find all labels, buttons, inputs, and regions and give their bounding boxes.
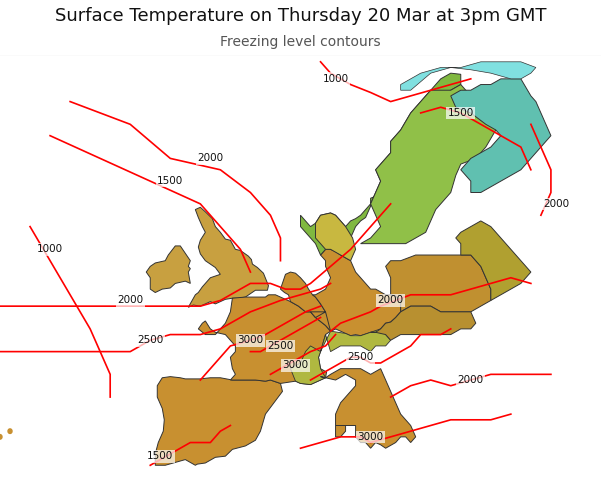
- Text: 2500: 2500: [267, 341, 294, 351]
- Text: 1000: 1000: [323, 74, 349, 84]
- Polygon shape: [401, 62, 536, 90]
- Text: 1000: 1000: [37, 244, 63, 254]
- Polygon shape: [290, 329, 391, 385]
- Polygon shape: [155, 377, 282, 465]
- Circle shape: [0, 435, 2, 439]
- Polygon shape: [281, 272, 335, 331]
- Polygon shape: [335, 426, 346, 437]
- Polygon shape: [198, 295, 331, 385]
- Text: 2000: 2000: [117, 295, 143, 305]
- Text: 2000: 2000: [377, 295, 404, 305]
- Polygon shape: [146, 246, 191, 292]
- Polygon shape: [451, 79, 551, 192]
- Text: 2500: 2500: [347, 352, 374, 362]
- Polygon shape: [188, 207, 269, 307]
- Polygon shape: [320, 368, 416, 448]
- Text: 2000: 2000: [543, 199, 569, 209]
- Text: 3000: 3000: [282, 360, 308, 370]
- Polygon shape: [371, 306, 476, 340]
- Text: 1500: 1500: [448, 108, 474, 118]
- Circle shape: [8, 429, 12, 433]
- Polygon shape: [311, 249, 401, 336]
- Text: 2500: 2500: [137, 335, 163, 345]
- Polygon shape: [386, 255, 491, 312]
- Polygon shape: [300, 73, 461, 255]
- Text: Freezing level contours: Freezing level contours: [220, 35, 381, 49]
- Text: 2000: 2000: [458, 375, 484, 385]
- Text: 1500: 1500: [157, 176, 183, 186]
- Polygon shape: [456, 221, 531, 301]
- Polygon shape: [316, 213, 356, 261]
- Text: 3000: 3000: [358, 432, 383, 442]
- Text: Surface Temperature on Thursday 20 Mar at 3pm GMT: Surface Temperature on Thursday 20 Mar a…: [55, 7, 546, 25]
- Text: 3000: 3000: [237, 335, 263, 345]
- Text: 2000: 2000: [197, 153, 224, 163]
- Text: 1500: 1500: [147, 451, 174, 461]
- Polygon shape: [361, 84, 501, 244]
